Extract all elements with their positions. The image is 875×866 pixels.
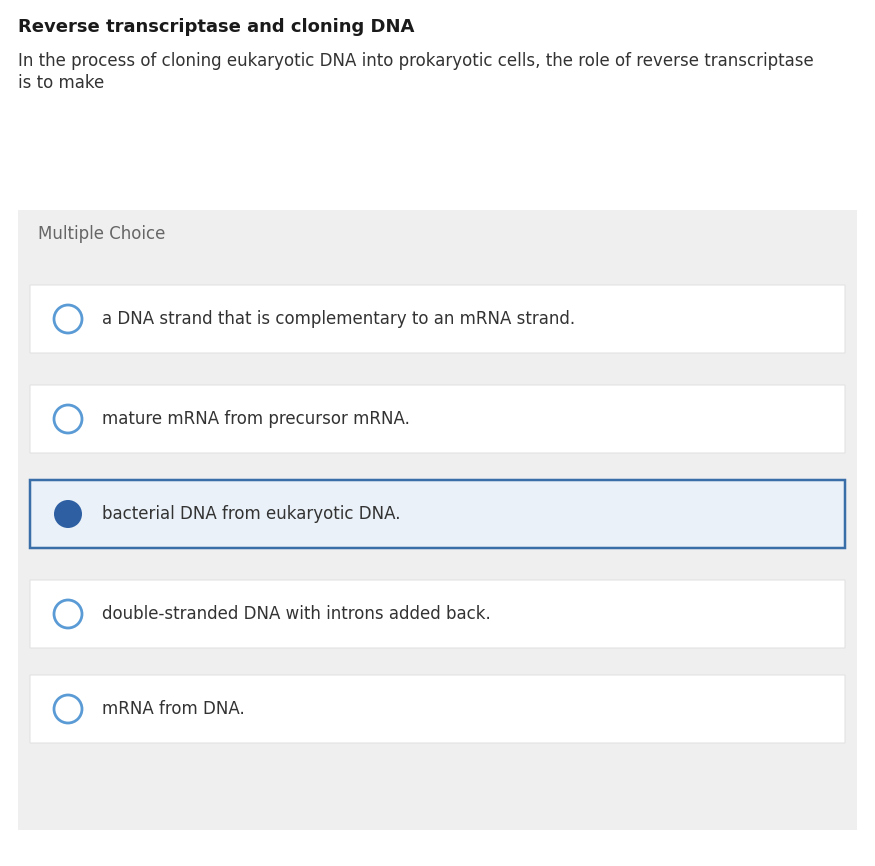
Text: In the process of cloning eukaryotic DNA into prokaryotic cells, the role of rev: In the process of cloning eukaryotic DNA… [18,52,814,70]
Circle shape [54,500,82,528]
FancyBboxPatch shape [30,580,845,648]
FancyBboxPatch shape [30,480,845,548]
FancyBboxPatch shape [30,385,845,453]
Text: is to make: is to make [18,74,104,92]
Circle shape [54,695,82,723]
Circle shape [54,405,82,433]
FancyBboxPatch shape [30,285,845,353]
Text: Multiple Choice: Multiple Choice [38,225,165,243]
Circle shape [54,305,82,333]
Text: a DNA strand that is complementary to an mRNA strand.: a DNA strand that is complementary to an… [102,310,575,328]
Text: mRNA from DNA.: mRNA from DNA. [102,700,245,718]
FancyBboxPatch shape [18,210,857,830]
Circle shape [54,600,82,628]
Text: Reverse transcriptase and cloning DNA: Reverse transcriptase and cloning DNA [18,18,415,36]
Text: mature mRNA from precursor mRNA.: mature mRNA from precursor mRNA. [102,410,410,428]
FancyBboxPatch shape [30,675,845,743]
Text: double-stranded DNA with introns added back.: double-stranded DNA with introns added b… [102,605,491,623]
Text: bacterial DNA from eukaryotic DNA.: bacterial DNA from eukaryotic DNA. [102,505,401,523]
